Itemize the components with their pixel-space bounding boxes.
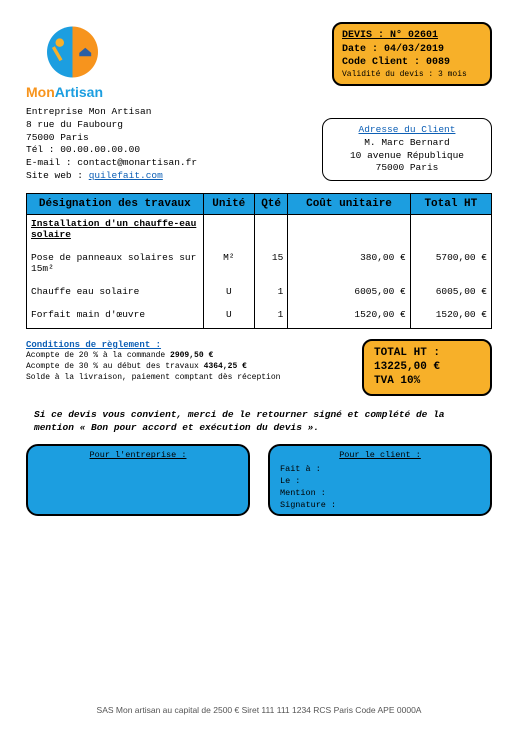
quote-validity: Validité du devis : 3 mois (342, 70, 482, 80)
quote-number: DEVIS : N° 02601 (342, 29, 482, 43)
sign-client: Pour le client : Fait à : Le : Mention :… (268, 444, 492, 516)
agreement-text: Si ce devis vous convient, merci de le r… (34, 408, 484, 435)
totals-box: TOTAL HT : 13225,00 € TVA 10% (362, 339, 492, 396)
client-header: Adresse du Client (333, 124, 481, 137)
table-row: Pose de panneaux solaires sur 15m² M² 15… (27, 249, 492, 277)
quote-date: Date : 04/03/2019 (342, 43, 482, 57)
quote-box: DEVIS : N° 02601 Date : 04/03/2019 Code … (332, 22, 492, 86)
company-info: Entreprise Mon Artisan 8 rue du Faubourg… (26, 106, 197, 183)
payment-conditions: Conditions de règlement : Acompte de 20 … (26, 339, 350, 384)
table-row: Chauffe eau solaire U 1 6005,00 € 6005,0… (27, 283, 492, 300)
works-table: Désignation des travaux Unité Qté Coût u… (26, 193, 492, 329)
section-title: Installation d'un chauffe-eau solaire (27, 214, 204, 243)
col-unit-cost: Coût unitaire (288, 193, 410, 214)
footer-legal: SAS Mon artisan au capital de 2500 € Sir… (0, 705, 518, 715)
logo-block: MonArtisan (26, 22, 146, 100)
col-qty: Qté (254, 193, 287, 214)
col-total: Total HT (410, 193, 491, 214)
col-unit: Unité (203, 193, 254, 214)
client-code: Code Client : 0089 (342, 56, 482, 70)
col-designation: Désignation des travaux (27, 193, 204, 214)
website-link[interactable]: quilefait.com (89, 170, 163, 181)
brand-name: MonArtisan (26, 84, 146, 100)
sign-company: Pour l'entreprise : (26, 444, 250, 516)
client-box: Adresse du Client M. Marc Bernard 10 ave… (322, 118, 492, 181)
logo-icon (30, 22, 115, 82)
table-row: Forfait main d'œuvre U 1 1520,00 € 1520,… (27, 306, 492, 329)
